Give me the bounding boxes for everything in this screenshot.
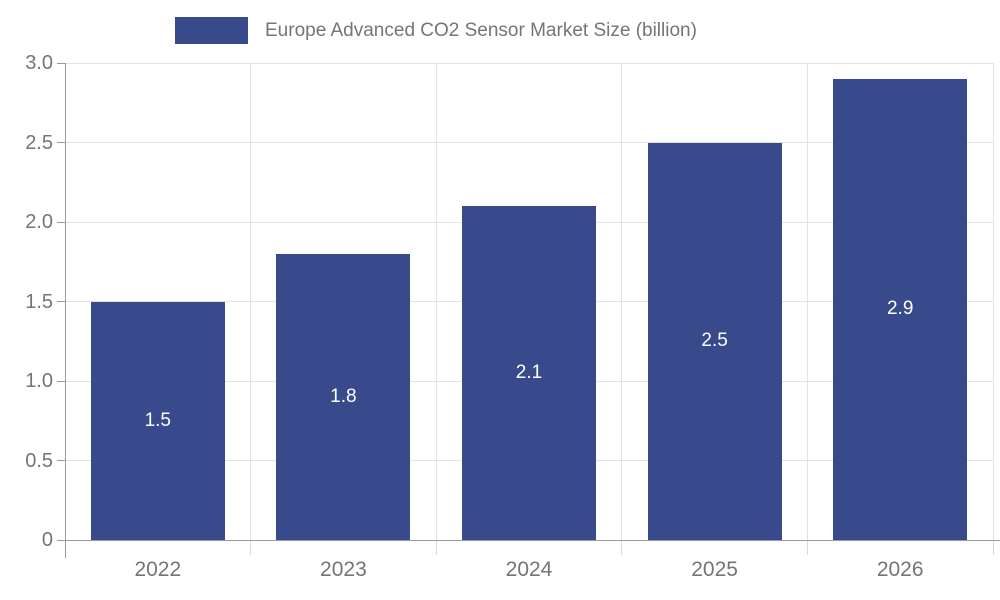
x-axis-tick xyxy=(992,540,994,555)
y-axis-label: 1.0 xyxy=(25,370,53,392)
gridline-vertical xyxy=(992,63,994,540)
y-axis-tick xyxy=(57,301,65,302)
bar-2025[interactable] xyxy=(647,142,782,540)
gridline-vertical xyxy=(806,63,808,540)
y-axis-tick xyxy=(57,142,65,143)
x-axis-tick xyxy=(621,540,623,555)
bar-value-label-2024: 2.1 xyxy=(515,362,543,384)
bar-2022[interactable] xyxy=(90,301,225,540)
legend-swatch xyxy=(175,17,248,44)
x-axis-label-2024: 2024 xyxy=(505,558,553,581)
bar-2023[interactable] xyxy=(276,253,411,540)
y-axis-tick xyxy=(57,460,65,461)
x-axis-line xyxy=(65,539,1000,541)
gridline-vertical xyxy=(250,63,252,540)
gridline-vertical xyxy=(621,63,623,540)
bar-2026[interactable] xyxy=(833,78,968,540)
x-axis-tick xyxy=(806,540,808,555)
x-axis-tick xyxy=(250,540,252,555)
gridline-horizontal xyxy=(65,62,993,64)
legend[interactable]: Europe Advanced CO2 Sensor Market Size (… xyxy=(175,17,697,44)
gridline-vertical xyxy=(435,63,437,540)
x-axis-label-2022: 2022 xyxy=(134,558,182,581)
y-axis-tick xyxy=(57,62,65,64)
y-axis-line xyxy=(64,63,66,558)
bar-value-label-2026: 2.9 xyxy=(886,298,914,320)
x-axis-label-2023: 2023 xyxy=(320,558,367,581)
x-axis-tick xyxy=(435,540,437,555)
y-axis-tick xyxy=(57,539,65,541)
y-axis-label: 2.0 xyxy=(25,211,53,233)
bar-value-label-2023: 1.8 xyxy=(330,385,357,407)
y-axis-label: 0.5 xyxy=(25,449,53,472)
y-axis-label: 2.5 xyxy=(25,131,53,154)
bar-2024[interactable] xyxy=(462,206,596,540)
y-axis-tick xyxy=(57,221,65,223)
y-axis-label: 0 xyxy=(41,529,53,551)
y-axis-label: 1.5 xyxy=(25,290,53,313)
y-axis-label: 3.0 xyxy=(25,52,53,74)
x-axis-label-2025: 2025 xyxy=(691,558,738,581)
y-axis-tick xyxy=(57,380,65,382)
bar-value-label-2025: 2.5 xyxy=(701,330,728,352)
legend-label: Europe Advanced CO2 Sensor Market Size (… xyxy=(265,19,697,41)
bar-value-label-2022: 1.5 xyxy=(144,409,171,431)
gridline-horizontal xyxy=(65,142,993,143)
x-axis-label-2026: 2026 xyxy=(876,558,924,581)
